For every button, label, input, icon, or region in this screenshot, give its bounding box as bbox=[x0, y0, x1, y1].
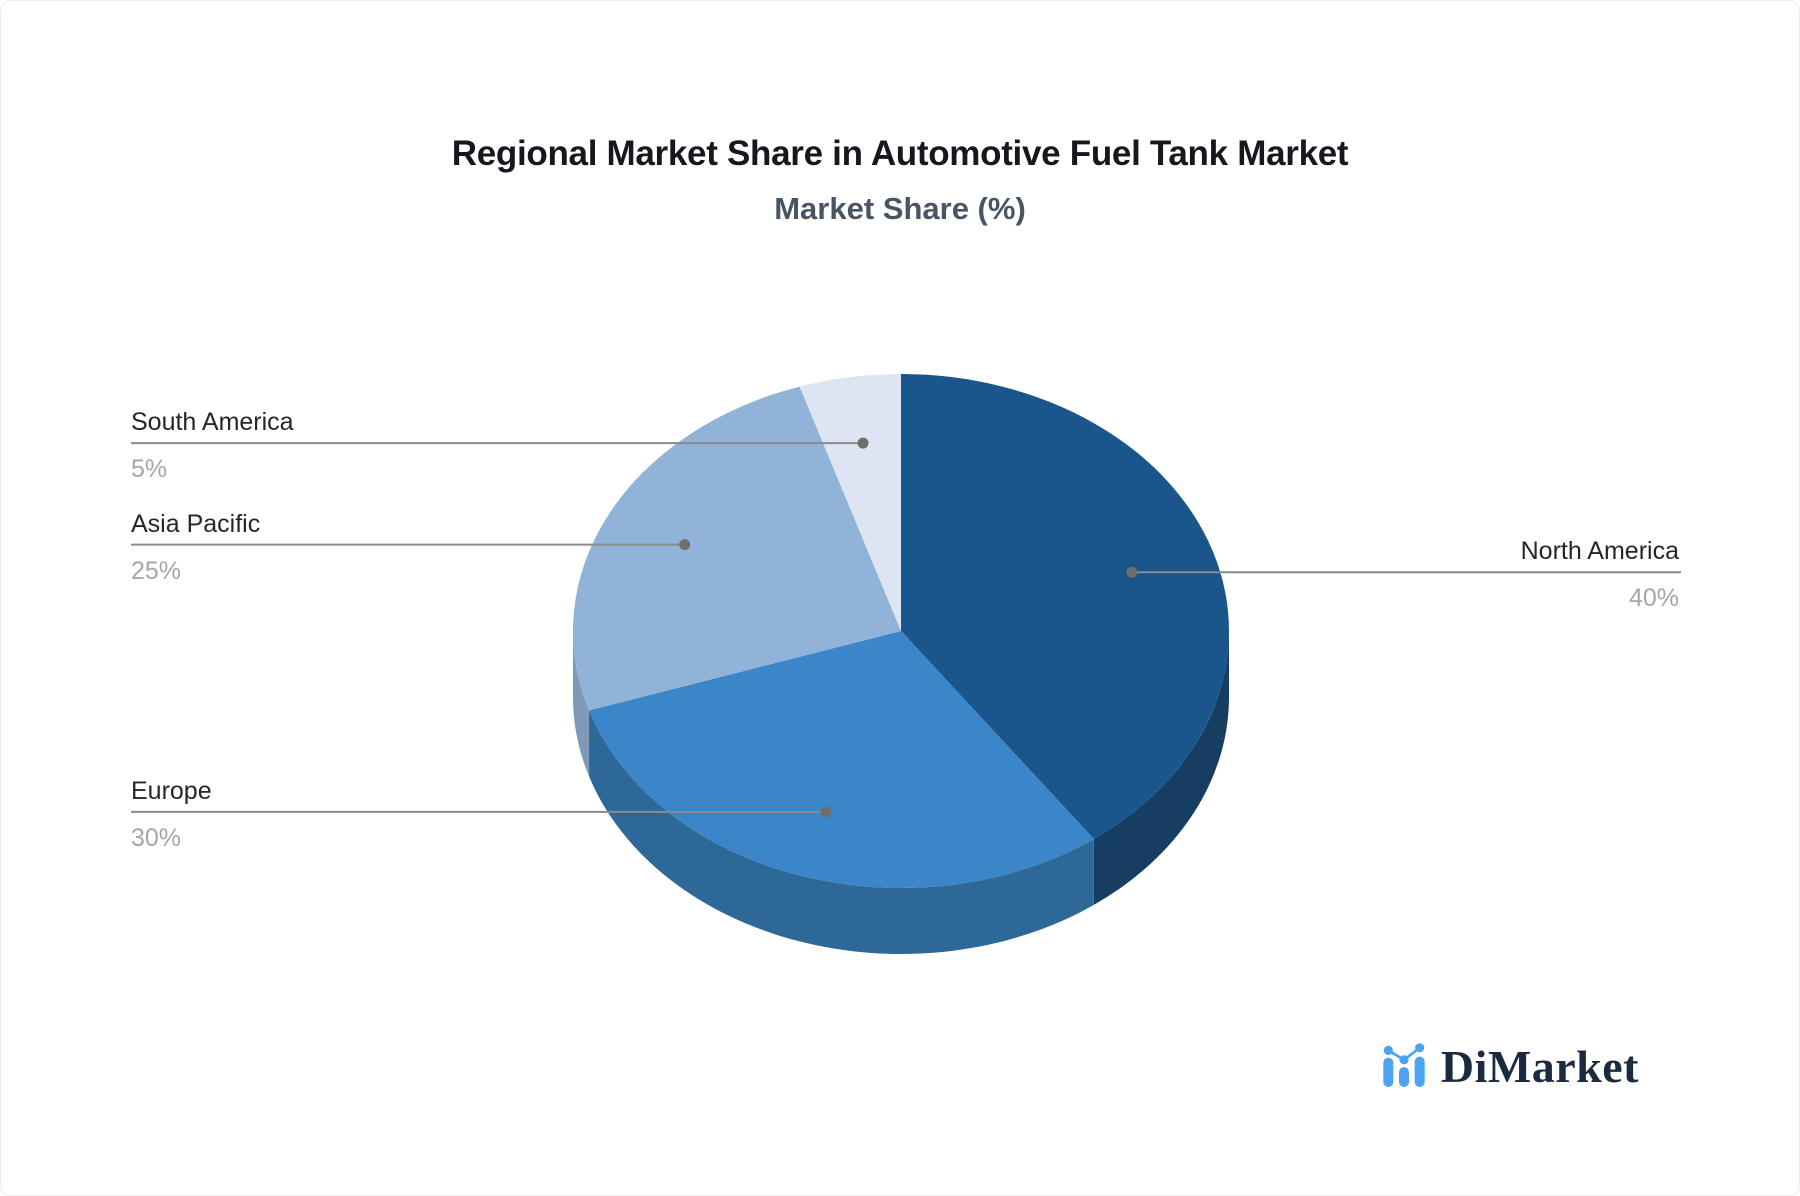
pie-slice-north-america[interactable] bbox=[901, 374, 1229, 839]
callout-dot-asia-pacific bbox=[679, 539, 691, 551]
brand-logo: DiMarket bbox=[1381, 1041, 1639, 1092]
pie-slice-europe[interactable] bbox=[589, 631, 1094, 888]
logo-dot bbox=[1399, 1055, 1409, 1065]
slice-label-north-america: North America bbox=[1520, 537, 1679, 566]
logo-bar bbox=[1398, 1067, 1409, 1087]
slice-label-south-america: South America bbox=[131, 408, 294, 437]
chart-subtitle: Market Share (%) bbox=[774, 191, 1026, 226]
slice-value-south-america: 5% bbox=[131, 455, 168, 484]
callout-dot-south-america bbox=[857, 437, 869, 449]
pie-rim-north-america bbox=[1093, 631, 1229, 905]
logo-dot bbox=[1414, 1043, 1425, 1053]
slice-value-europe: 30% bbox=[131, 823, 182, 852]
pie-rim-europe bbox=[589, 710, 1094, 954]
slice-value-asia-pacific: 25% bbox=[131, 556, 182, 585]
callout-dot-north-america bbox=[1126, 566, 1138, 578]
logo-dot bbox=[1383, 1045, 1393, 1055]
slice-label-europe: Europe bbox=[131, 776, 212, 805]
brand-logo-text: DiMarket bbox=[1440, 1041, 1639, 1092]
slice-label-asia-pacific: Asia Pacific bbox=[131, 509, 261, 538]
chart-title: Regional Market Share in Automotive Fuel… bbox=[451, 134, 1349, 173]
pie-slice-asia-pacific[interactable] bbox=[573, 386, 901, 711]
callout-dot-europe bbox=[820, 806, 832, 818]
slice-value-north-america: 40% bbox=[1628, 584, 1679, 613]
logo-bar bbox=[1414, 1056, 1425, 1087]
logo-bar bbox=[1383, 1057, 1394, 1087]
pie-rim-asia-pacific bbox=[573, 631, 590, 777]
pie-slice-south-america[interactable] bbox=[799, 374, 901, 631]
brand-logo-icon bbox=[1383, 1043, 1425, 1087]
